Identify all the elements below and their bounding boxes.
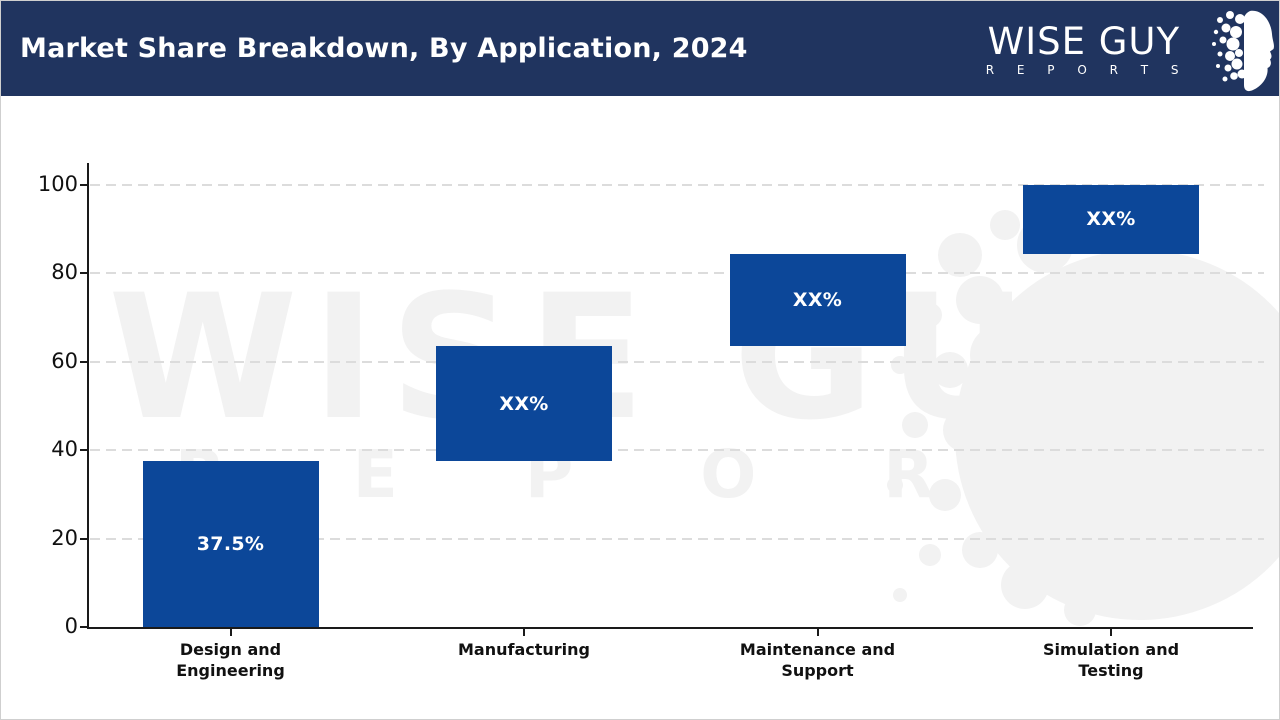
y-tick-label-0: 0 [64,614,78,638]
bar-segment: XX% [729,253,906,347]
y-tick-label-40: 40 [51,437,78,462]
logo-head-icon [1212,10,1274,92]
logo-wordmark: WISE GUY [987,19,1181,63]
x-category-label: Maintenance and Support [739,640,896,680]
logo-subtitle: R E P O R T S [985,62,1188,77]
x-tick-mark [816,629,819,636]
gridline-40 [90,449,1264,452]
x-category-label: Manufacturing [458,640,590,659]
bar-value-label: XX% [1086,208,1136,231]
y-tick-label-20: 20 [51,525,78,550]
bar-segment: 37.5% [142,461,319,627]
y-tick-label-60: 60 [51,348,78,373]
logo-text: WISE GUY R E P O R T S [980,19,1188,77]
y-tick-label-80: 80 [51,260,78,285]
bar-segment: XX% [436,346,612,462]
gridline-20 [90,537,1264,540]
y-tick-mark-40 [80,449,88,452]
y-tick-mark-60 [80,360,88,363]
bar-value-label: XX% [499,392,549,415]
bar-value-label: 37.5% [196,533,265,556]
header-bar: Market Share Breakdown, By Application, … [0,0,1280,96]
y-tick-mark-20 [80,537,88,540]
y-tick-mark-100 [80,184,88,186]
x-category-label: Design and Engineering [176,640,285,680]
bar-segment: XX% [1023,185,1199,254]
gridline-80 [90,272,1264,275]
chart-title: Market Share Breakdown, By Application, … [20,32,748,64]
wise-guy-logo: WISE GUY R E P O R T S [980,6,1274,92]
x-tick-mark [523,629,525,636]
gridline-100 [90,184,1264,186]
x-tick-mark [229,629,232,636]
y-axis-line [87,163,89,629]
bar-value-label: XX% [792,288,843,311]
x-tick-mark [1110,629,1112,636]
x-category-label: Simulation and Testing [1042,640,1180,680]
y-tick-mark-80 [80,272,88,275]
y-tick-label-100: 100 [37,172,78,196]
x-axis-line [87,627,1253,629]
y-tick-mark-0 [80,626,88,628]
gridline-60 [90,360,1264,363]
